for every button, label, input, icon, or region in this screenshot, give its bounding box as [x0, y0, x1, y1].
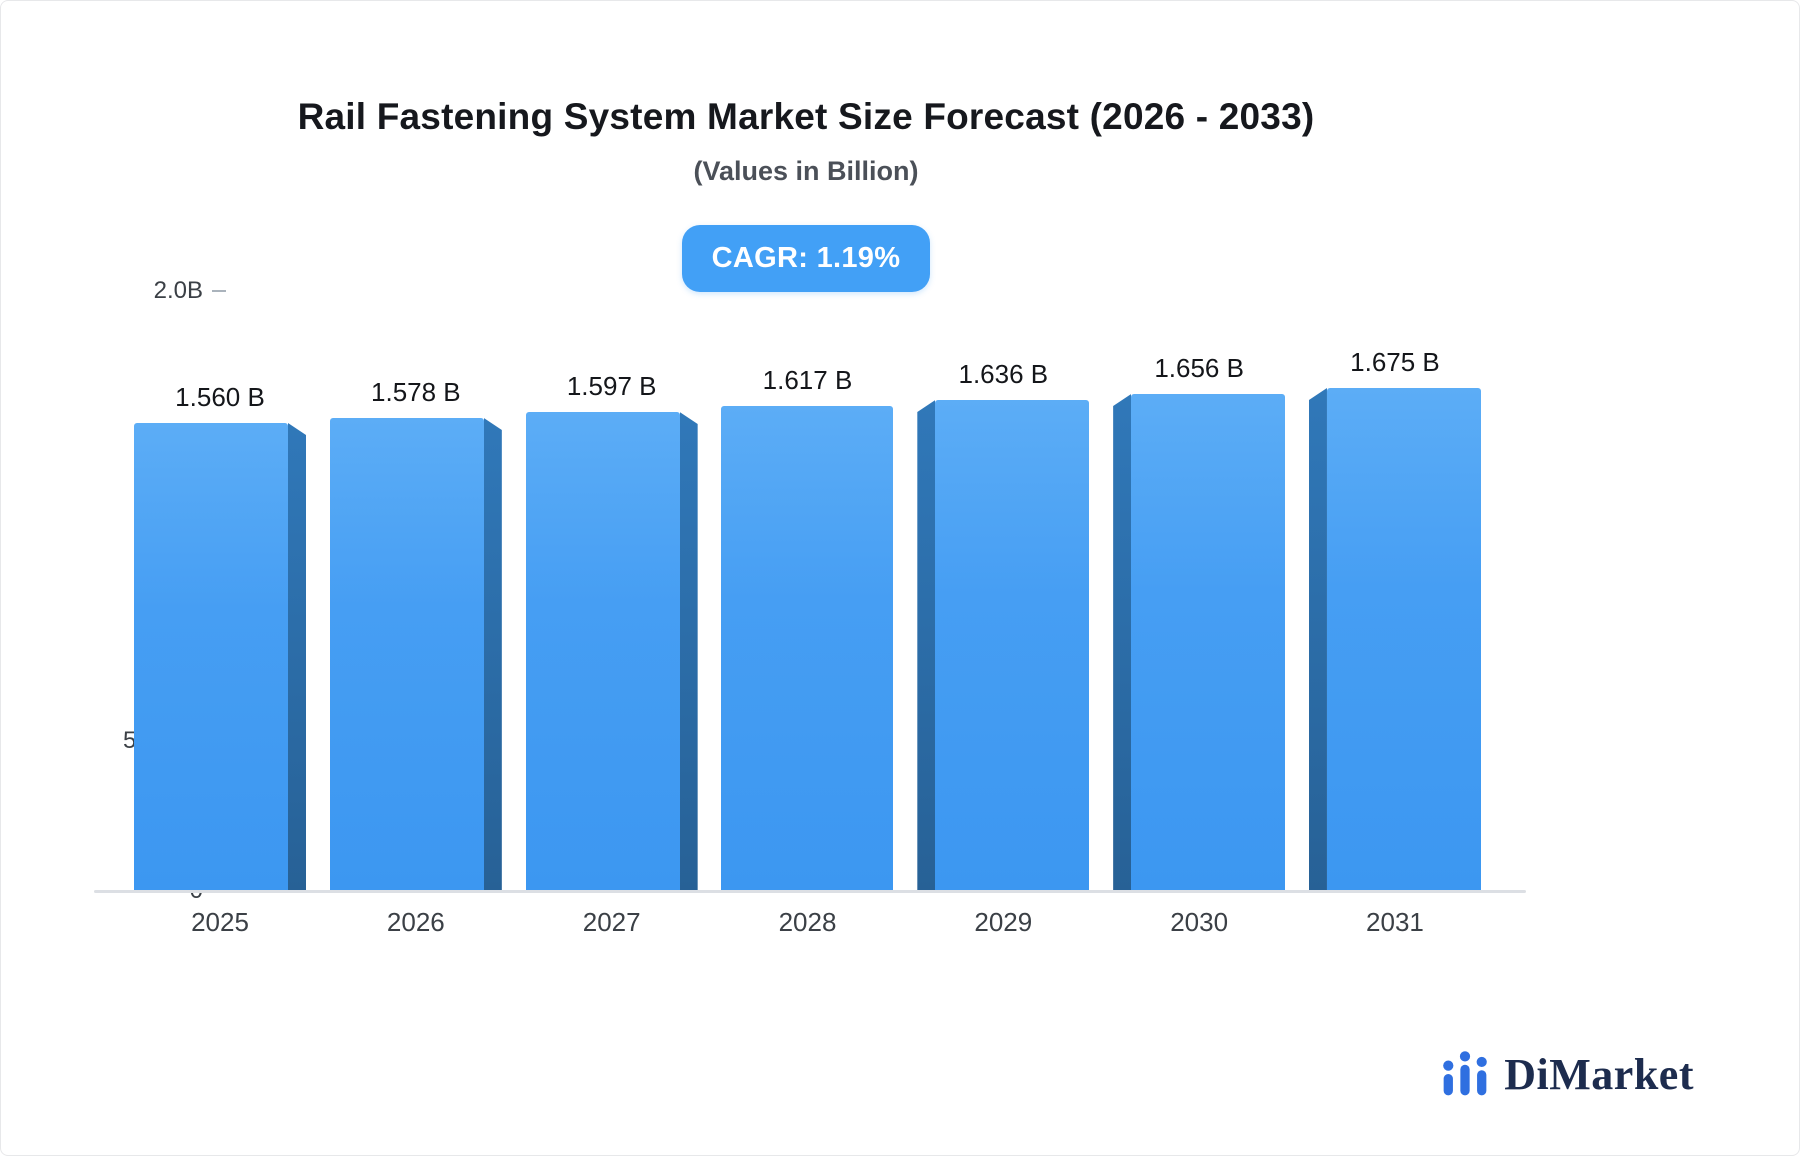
bar-value-label: 1.617 B — [762, 365, 853, 395]
bar-2026: 1.578 B 2026 — [329, 377, 502, 937]
bar-side-face — [1308, 388, 1327, 891]
brand-logo: DiMarket — [1439, 1048, 1694, 1100]
bar-front-face — [134, 423, 288, 891]
bar-2029: 1.636 B 2029 — [917, 359, 1090, 937]
y-tick: 2.0B — [116, 277, 226, 305]
bar-shape — [1308, 388, 1481, 891]
bar-front-face — [1131, 394, 1286, 891]
bar-side-face — [1113, 394, 1132, 891]
chart-subtitle: (Values in Billion) — [693, 156, 919, 186]
bar-shape — [721, 406, 894, 891]
bar-side-face — [483, 418, 502, 891]
y-tick-label: 2.0B — [153, 277, 203, 304]
bar-2030: 1.656 B 2030 — [1113, 353, 1286, 937]
x-axis-label: 2027 — [582, 907, 641, 937]
bars-container: 1.560 B 2025 1.578 B 2026 1.597 B 2027 1.617 B… — [116, 291, 1521, 937]
bar-shape — [525, 412, 698, 891]
bar-side-face — [679, 412, 698, 891]
chart-header: Rail Fastening System Market Size Foreca… — [1, 1, 1611, 292]
bar-shape — [134, 423, 306, 891]
x-axis-label: 2025 — [191, 907, 249, 937]
bar-front-face — [721, 406, 894, 891]
x-axis-label: 2030 — [1170, 907, 1229, 937]
dimarket-logo-icon — [1443, 1051, 1488, 1096]
x-axis-label: 2026 — [386, 907, 445, 937]
bar-front-face — [525, 412, 680, 891]
bar-value-label: 1.597 B — [566, 371, 657, 401]
brand-name: DiMarket — [1504, 1049, 1694, 1099]
bar-front-face — [1326, 388, 1481, 891]
chart-title: Rail Fastening System Market Size Foreca… — [297, 96, 1315, 137]
bar-shape — [1113, 394, 1286, 891]
bar-2031: 1.675 B 2031 — [1308, 347, 1481, 937]
x-axis-label: 2028 — [778, 907, 837, 937]
x-axis-label: 2031 — [1366, 907, 1424, 937]
bar-value-label: 1.636 B — [958, 359, 1049, 389]
cagr-badge: CAGR: 1.19% — [681, 225, 931, 292]
bar-2027: 1.597 B 2027 — [525, 371, 698, 937]
bar-value-label: 1.578 B — [371, 377, 461, 407]
bar-2025: 1.560 B 2025 — [134, 382, 306, 937]
y-tick-mark — [212, 290, 226, 292]
bar-value-label: 1.675 B — [1350, 347, 1440, 377]
bar-shape — [917, 400, 1090, 891]
bar-side-face — [917, 400, 936, 891]
bar-value-label: 1.656 B — [1154, 353, 1244, 383]
bar-2028: 1.617 B 2028 — [721, 365, 894, 937]
x-axis-line — [94, 890, 1526, 893]
bar-shape — [329, 418, 502, 891]
bar-side-face — [288, 423, 306, 891]
bar-front-face — [935, 400, 1090, 891]
bar-front-face — [329, 418, 484, 891]
x-axis-label: 2029 — [974, 907, 1033, 937]
bar-value-label: 1.560 B — [175, 382, 265, 412]
